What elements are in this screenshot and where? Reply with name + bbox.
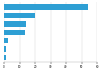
Bar: [4, 21, 26, 27]
Bar: [4, 55, 6, 60]
Bar: [4, 4, 88, 10]
Bar: [4, 13, 34, 18]
Bar: [4, 46, 6, 52]
Bar: [4, 30, 25, 35]
Bar: [4, 38, 8, 43]
